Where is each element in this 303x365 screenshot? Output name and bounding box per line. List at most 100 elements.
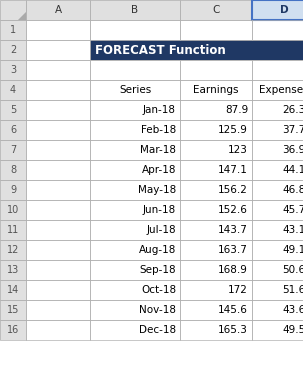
Bar [252,100,303,120]
Text: May-18: May-18 [138,185,176,195]
Bar [252,120,303,140]
Bar [90,220,180,240]
Bar [252,120,303,140]
Text: 10: 10 [7,205,19,215]
Bar [180,180,252,200]
Text: 152.6: 152.6 [218,205,248,215]
Text: 3: 3 [10,65,16,75]
Bar [180,240,252,260]
Bar [252,140,303,160]
Bar [180,120,252,140]
Bar [252,0,303,20]
Bar [26,0,90,20]
Bar [252,300,303,320]
Text: 50.67: 50.67 [282,265,303,275]
Bar [90,180,180,200]
Text: 168.9: 168.9 [218,265,248,275]
Bar [0,300,26,320]
Bar [252,240,303,260]
Bar [180,120,252,140]
Bar [180,180,252,200]
Bar [90,140,180,160]
Bar [26,260,90,280]
Bar [90,40,303,60]
Bar [26,80,90,100]
Bar [26,180,90,200]
Text: C: C [212,5,220,15]
Text: Jan-18: Jan-18 [143,105,176,115]
Bar [180,200,252,220]
Bar [252,260,303,280]
Bar [180,80,252,100]
Bar [90,120,180,140]
Text: 87.9: 87.9 [225,105,248,115]
Bar [26,160,90,180]
Bar [252,60,303,80]
Text: Mar-18: Mar-18 [140,145,176,155]
Bar [180,260,252,280]
Bar [252,140,303,160]
Bar [180,320,252,340]
Text: 36.90: 36.90 [282,145,303,155]
Bar [252,20,303,40]
Bar [90,260,180,280]
Bar [180,200,252,220]
Text: 51.60: 51.60 [282,285,303,295]
Text: 37.77: 37.77 [282,125,303,135]
Text: 16: 16 [7,325,19,335]
Bar [252,0,303,20]
Bar [90,120,180,140]
Bar [90,60,180,80]
Bar [90,200,180,220]
Bar [180,60,252,80]
Text: 1: 1 [10,25,16,35]
Bar [252,80,303,100]
Bar [90,280,180,300]
Bar [0,200,26,220]
Bar [180,100,252,120]
Bar [0,300,26,320]
Bar [90,100,180,120]
Bar [0,40,26,60]
Bar [0,220,26,240]
Text: 9: 9 [10,185,16,195]
Bar [180,300,252,320]
Bar [252,220,303,240]
Bar [0,0,26,20]
Bar [26,120,90,140]
Text: 163.7: 163.7 [218,245,248,255]
Bar [180,260,252,280]
Bar [252,200,303,220]
Text: Oct-18: Oct-18 [141,285,176,295]
Bar [26,140,90,160]
Bar [26,100,90,120]
Bar [90,180,180,200]
Text: Earnings: Earnings [193,85,239,95]
Text: Nov-18: Nov-18 [139,305,176,315]
Bar [0,280,26,300]
Bar [0,100,26,120]
Text: Apr-18: Apr-18 [142,165,176,175]
Bar [0,20,26,40]
Bar [90,280,180,300]
Bar [90,60,180,80]
Text: 4: 4 [10,85,16,95]
Bar [26,280,90,300]
Text: 147.1: 147.1 [218,165,248,175]
Text: 7: 7 [10,145,16,155]
Text: B: B [132,5,138,15]
Bar [90,0,180,20]
Text: Jun-18: Jun-18 [143,205,176,215]
Bar [26,300,90,320]
Text: Aug-18: Aug-18 [139,245,176,255]
Bar [90,80,180,100]
Bar [90,20,180,40]
Text: Feb-18: Feb-18 [141,125,176,135]
Bar [180,140,252,160]
Text: A: A [55,5,62,15]
Bar [252,280,303,300]
Bar [90,160,180,180]
Bar [180,160,252,180]
Text: 43.11: 43.11 [282,225,303,235]
Bar [26,60,90,80]
